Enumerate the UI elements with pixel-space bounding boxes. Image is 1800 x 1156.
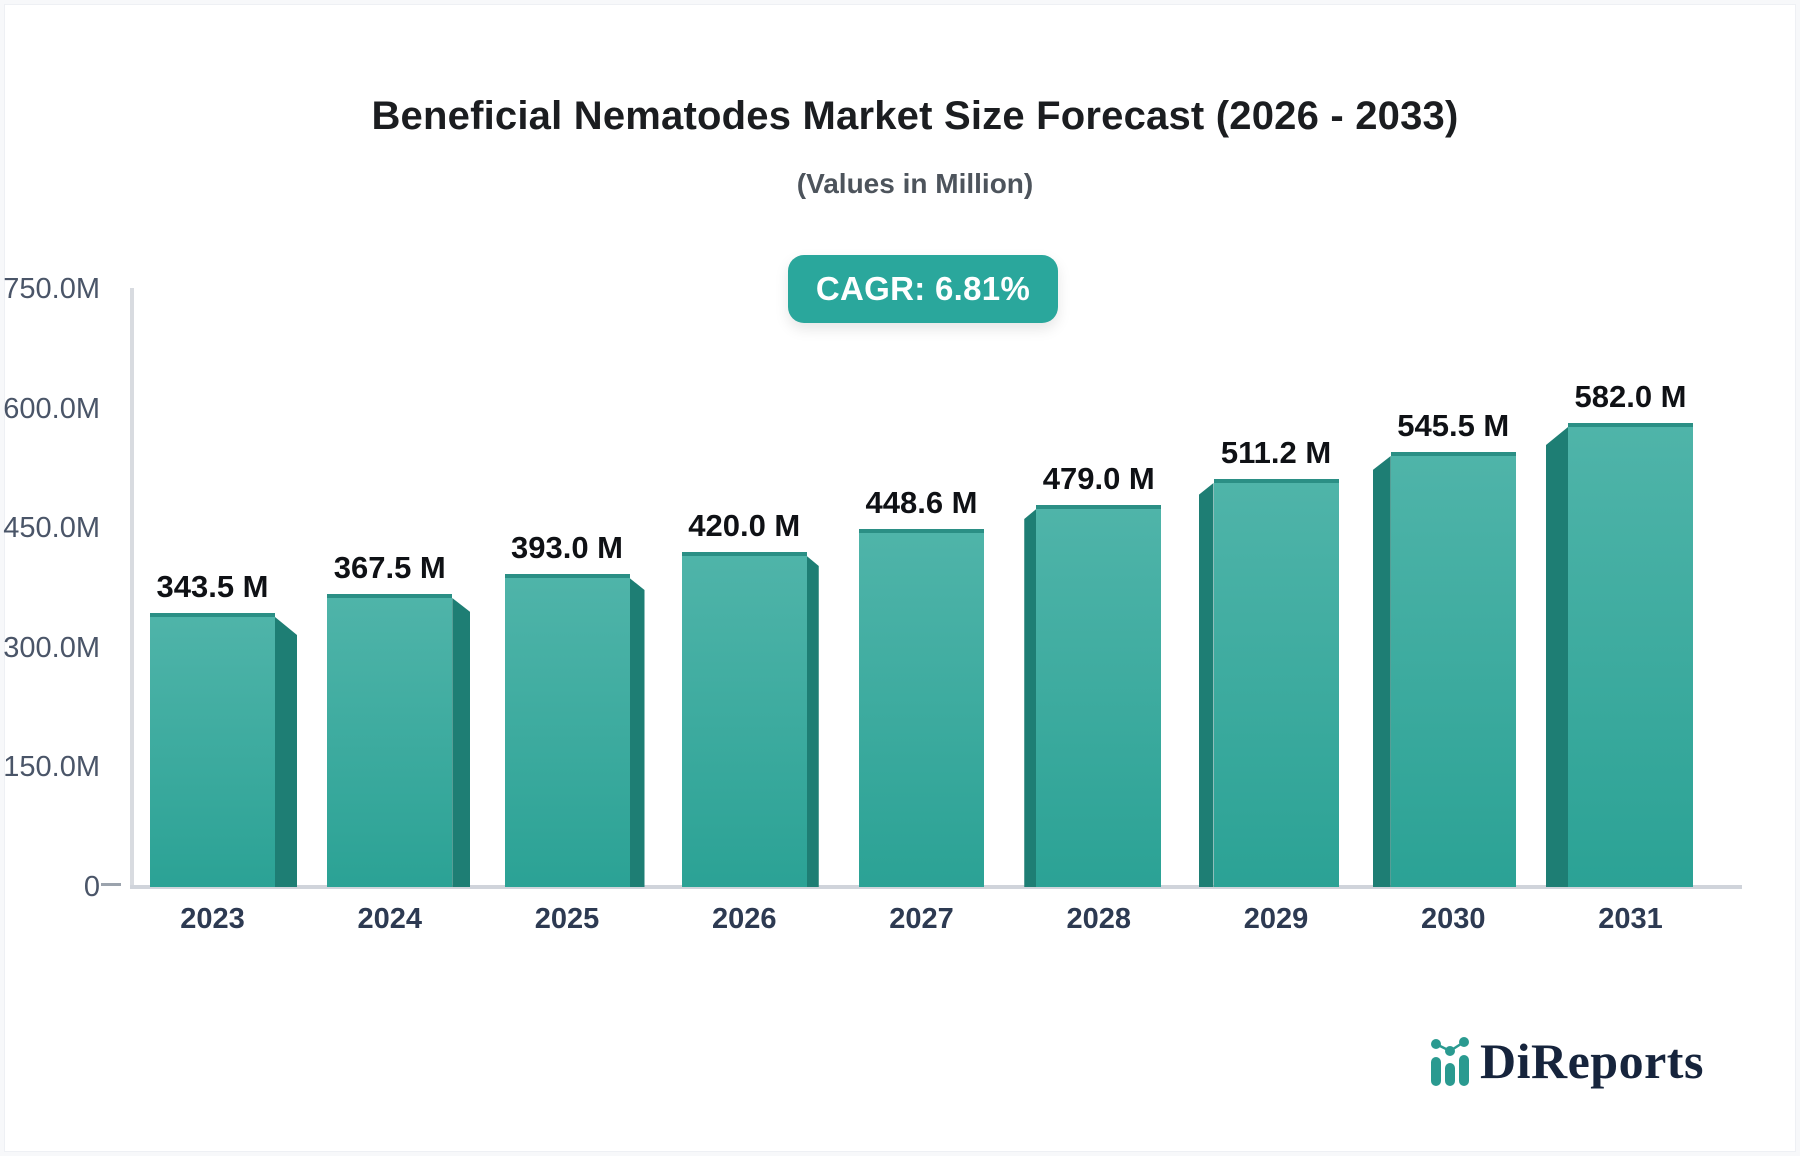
x-tick-label-2028: 2028 — [1066, 903, 1131, 935]
bar-2024: 367.5 M — [327, 550, 471, 887]
bar-2026: 420.0 M — [681, 508, 819, 887]
bar-2031: 582.0 M — [1546, 379, 1693, 887]
y-axis-line — [130, 288, 134, 887]
bar-value-label: 511.2 M — [1220, 435, 1332, 470]
x-tick-label-2029: 2029 — [1243, 903, 1309, 935]
bar-3d-side-face — [1198, 483, 1214, 887]
y-tick-label: 300.0M — [3, 631, 100, 664]
y-tick-label: 750.0M — [3, 273, 100, 305]
bar-2030: 545.5 M — [1372, 408, 1516, 887]
bar-3d-side-face — [275, 617, 297, 887]
bar-value-label: 420.0 M — [688, 508, 801, 543]
bar-2029: 511.2 M — [1198, 435, 1339, 887]
chart-title: Beneficial Nematodes Market Size Forecas… — [371, 94, 1459, 138]
bar-value-label: 393.0 M — [510, 530, 624, 565]
bar-3d-side-face — [1024, 509, 1037, 887]
bar-3d-side-face — [452, 598, 471, 887]
bar-2028: 479.0 M — [1024, 461, 1162, 887]
bar-value-label: 479.0 M — [1042, 461, 1155, 496]
bar-3d-side-face — [1546, 427, 1568, 887]
zero-tick-mark — [101, 883, 121, 886]
x-tick-label-2024: 2024 — [357, 903, 422, 935]
y-tick-label: 150.0M — [3, 751, 100, 784]
bar-value-label: 367.5 M — [333, 550, 446, 585]
bar-value-label: 545.5 M — [1397, 408, 1510, 443]
bar-value-label: 343.5 M — [156, 569, 269, 604]
bar-2025: 393.0 M — [504, 530, 645, 887]
bar-value-label: 448.6 M — [865, 485, 978, 520]
logo: DiReports — [1428, 1034, 1704, 1086]
bar-value-label: 582.0 M — [1574, 379, 1687, 414]
y-tick-label: 450.0M — [3, 512, 100, 545]
x-tick-label-2030: 2030 — [1420, 903, 1486, 935]
x-tick-label-2026: 2026 — [711, 903, 777, 935]
bar-2027: 448.6 M — [859, 485, 984, 887]
bar-line-chart-icon — [1431, 1037, 1469, 1086]
x-axis-line — [130, 885, 1742, 889]
cagr-badge: CAGR: 6.81% — [788, 255, 1058, 323]
x-tick-label-2031: 2031 — [1598, 903, 1663, 935]
x-tick-label-2027: 2027 — [889, 903, 954, 935]
x-tick-label-2025: 2025 — [534, 903, 600, 935]
chart-subtitle: (Values in Million) — [796, 168, 1034, 199]
y-tick-label: 600.0M — [3, 392, 100, 425]
bar-3d-side-face — [1372, 456, 1391, 887]
x-tick-label-2023: 2023 — [180, 903, 245, 935]
y-tick-label: 0 — [83, 871, 100, 903]
logo-text: DiReports — [1480, 1033, 1704, 1089]
bar-2023: 343.5 M — [150, 569, 297, 887]
bar-3d-side-face — [806, 556, 819, 887]
bar-3d-side-face — [629, 578, 645, 887]
